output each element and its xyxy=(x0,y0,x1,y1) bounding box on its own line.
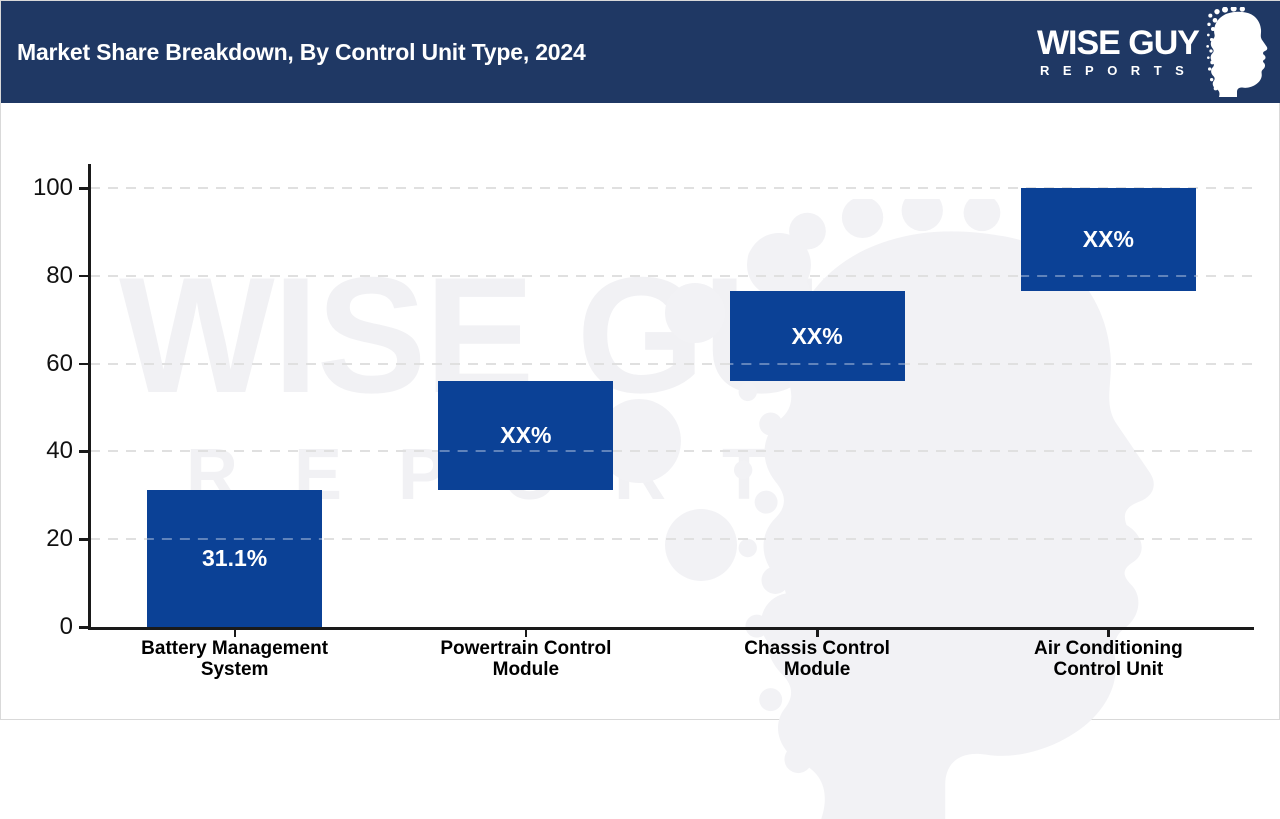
gridline-100 xyxy=(90,187,1254,189)
x-tick-mark-1 xyxy=(233,629,237,637)
y-tick-label-60: 60 xyxy=(46,349,73,377)
gridline-over-bar xyxy=(1020,274,1196,277)
x-tick-mark-2 xyxy=(524,629,528,637)
x-category-label: Air Conditioning Control Unit xyxy=(968,638,1248,680)
bar-2: XX% xyxy=(438,381,614,491)
y-tick-label-20: 20 xyxy=(46,525,73,553)
gridline-over-bar xyxy=(147,538,323,541)
x-category-label-line: System xyxy=(200,659,269,680)
x-tick-mark-3 xyxy=(816,629,819,637)
gridline-over-bar xyxy=(729,362,905,365)
x-category-label-line: Battery Management xyxy=(141,638,329,659)
y-tick-mark-100 xyxy=(79,187,88,190)
y-tick-mark-20 xyxy=(79,538,88,541)
gridline-40 xyxy=(90,450,1254,453)
x-category-label: Battery Management System xyxy=(95,638,375,680)
gridline-80 xyxy=(90,274,1254,277)
y-tick-label-100: 100 xyxy=(32,174,73,201)
y-tick-mark-60 xyxy=(79,362,88,366)
y-tick-mark-0 xyxy=(79,626,88,629)
y-tick-mark-80 xyxy=(79,274,88,278)
y-tick-label-0: 0 xyxy=(59,613,73,640)
x-category-label-line: Module xyxy=(492,659,560,680)
x-category-label-line: Module xyxy=(783,659,851,680)
brand-subtitle: REPORTS xyxy=(1039,63,1198,78)
x-axis xyxy=(88,627,1254,630)
logo-face-icon xyxy=(1206,7,1268,97)
y-axis xyxy=(88,164,91,629)
bar-3: XX% xyxy=(729,291,905,382)
x-category-label: Powertrain Control Module xyxy=(386,638,666,680)
x-category-label: Chassis Control Module xyxy=(677,638,957,680)
bar-1: 31.1% xyxy=(147,490,323,627)
brand-text: WISE GUY REPORTS xyxy=(1036,24,1200,78)
brand-name: WISE GUY xyxy=(1036,24,1200,62)
page-title: Market Share Breakdown, By Control Unit … xyxy=(17,38,586,65)
gridline-60 xyxy=(90,362,1254,365)
bar-value-label: XX% xyxy=(791,322,843,349)
x-category-label-line: Control Unit xyxy=(1053,659,1164,680)
gridline-over-bar xyxy=(438,450,614,453)
x-category-label-line: Air Conditioning xyxy=(1033,638,1183,659)
bar-4: XX% xyxy=(1020,188,1196,292)
y-tick-label-80: 80 xyxy=(46,261,73,289)
x-category-label-line: Chassis Control xyxy=(744,638,890,659)
header: Market Share Breakdown, By Control Unit … xyxy=(1,1,1280,103)
x-category-label-line: Powertrain Control xyxy=(440,638,612,659)
y-tick-label-40: 40 xyxy=(46,437,73,465)
x-tick-mark-4 xyxy=(1107,629,1110,637)
chart-area: 0 20 40 60 80 100 31.1% Battery Management Syste… xyxy=(1,1,1279,719)
bar-value-label: 31.1% xyxy=(202,545,268,572)
brand-logo: WISE GUY REPORTS xyxy=(1037,1,1275,103)
bar-value-label: XX% xyxy=(1082,226,1134,253)
y-tick-mark-40 xyxy=(79,450,88,453)
bar-value-label: XX% xyxy=(500,422,552,449)
